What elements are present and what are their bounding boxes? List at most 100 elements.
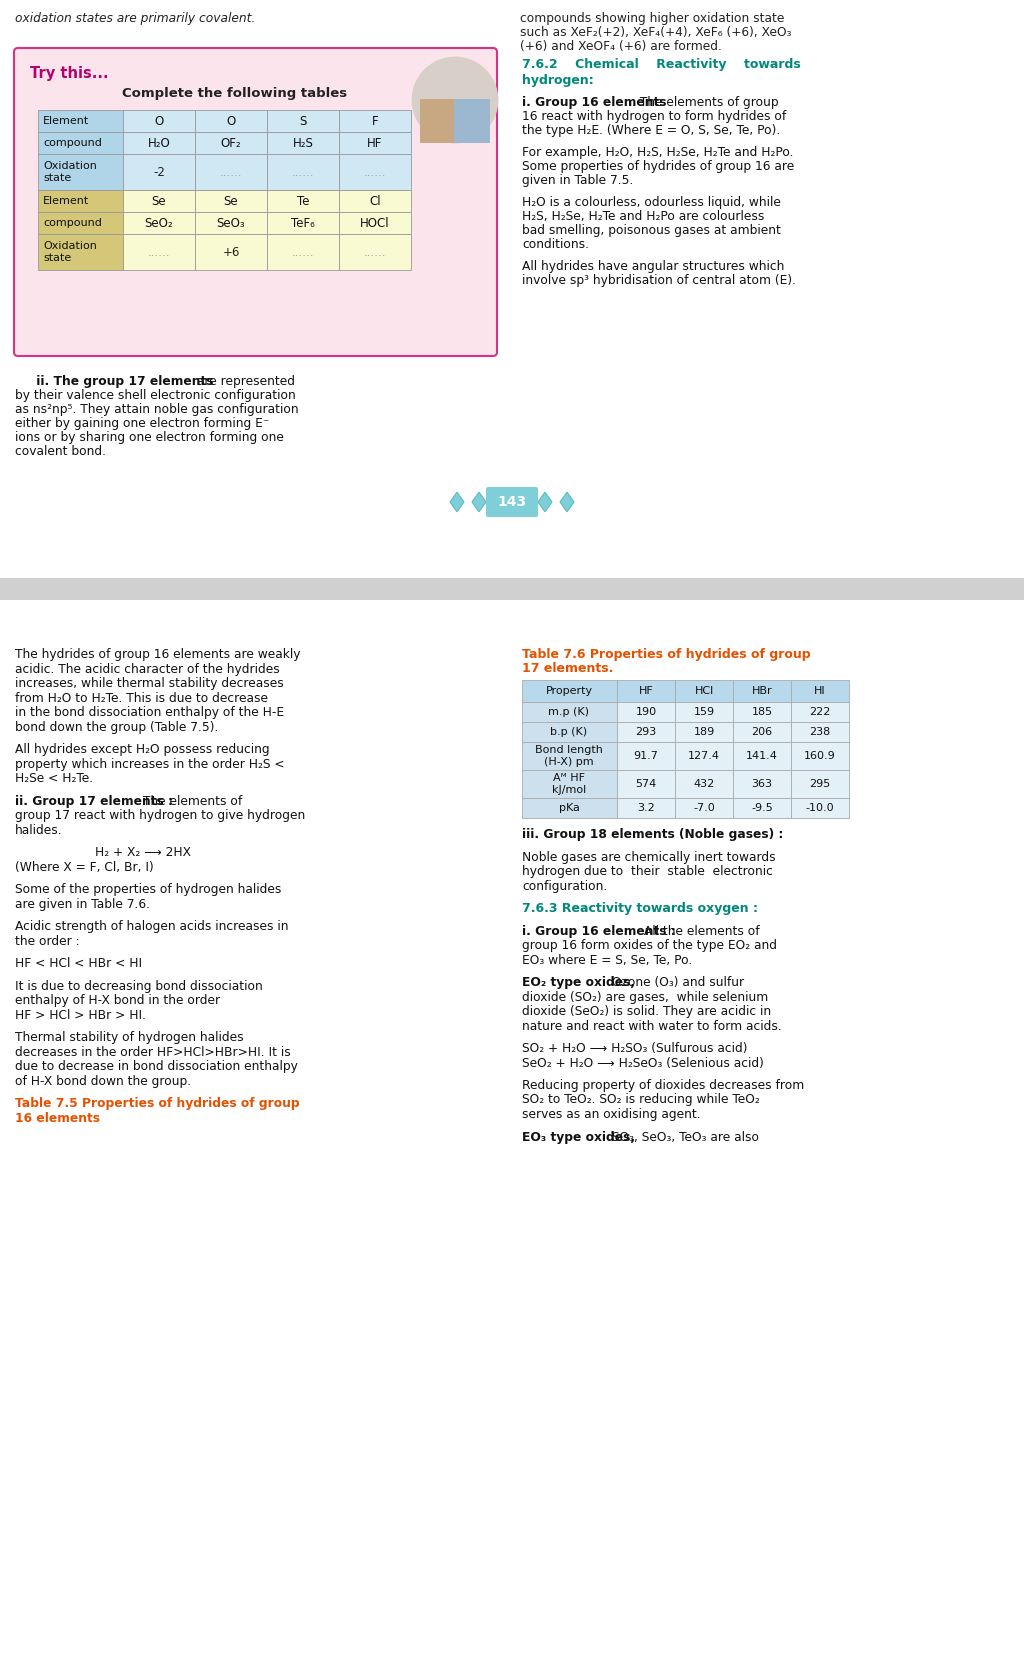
Text: 189: 189 <box>693 728 715 738</box>
Text: TeF₆: TeF₆ <box>291 216 314 229</box>
Text: iii. Group 18 elements (Noble gases) :: iii. Group 18 elements (Noble gases) : <box>522 828 783 842</box>
Text: Aᴹ HF
kJ/mol: Aᴹ HF kJ/mol <box>552 773 586 795</box>
Text: SeO₂: SeO₂ <box>144 216 173 229</box>
Text: as ns²np⁵. They attain noble gas configuration: as ns²np⁵. They attain noble gas configu… <box>15 403 299 417</box>
FancyBboxPatch shape <box>522 723 617 743</box>
FancyBboxPatch shape <box>617 743 675 770</box>
Text: 141.4: 141.4 <box>746 751 778 761</box>
Text: OF₂: OF₂ <box>221 137 242 149</box>
Text: (Where X = F, Cl, Br, I): (Where X = F, Cl, Br, I) <box>15 860 154 873</box>
Text: It is due to decreasing bond dissociation: It is due to decreasing bond dissociatio… <box>15 979 263 992</box>
Text: of H-X bond down the group.: of H-X bond down the group. <box>15 1074 191 1087</box>
FancyBboxPatch shape <box>14 49 497 356</box>
FancyBboxPatch shape <box>339 191 411 212</box>
Text: due to decrease in bond dissociation enthalpy: due to decrease in bond dissociation ent… <box>15 1061 298 1072</box>
Text: Table 7.5 Properties of hydrides of group: Table 7.5 Properties of hydrides of grou… <box>15 1097 300 1109</box>
FancyBboxPatch shape <box>454 99 490 142</box>
Text: Cl: Cl <box>370 194 381 207</box>
Text: H₂ + X₂ ⟶ 2HX: H₂ + X₂ ⟶ 2HX <box>95 847 191 858</box>
Text: Element: Element <box>43 115 89 125</box>
FancyBboxPatch shape <box>675 723 733 743</box>
Text: Ozone (O₃) and sulfur: Ozone (O₃) and sulfur <box>607 975 743 989</box>
Text: HCl: HCl <box>694 686 714 696</box>
Text: ......: ...... <box>220 166 243 179</box>
FancyBboxPatch shape <box>617 723 675 743</box>
Text: HF: HF <box>368 137 383 149</box>
Text: 7.6.2    Chemical    Reactivity    towards: 7.6.2 Chemical Reactivity towards <box>522 59 801 70</box>
Text: HOCl: HOCl <box>360 216 390 229</box>
Text: b.p (K): b.p (K) <box>551 728 588 738</box>
Text: dioxide (SO₂) are gases,  while selenium: dioxide (SO₂) are gases, while selenium <box>522 990 768 1004</box>
Text: pKa: pKa <box>558 803 580 813</box>
FancyBboxPatch shape <box>0 577 1024 601</box>
Text: conditions.: conditions. <box>522 238 589 251</box>
FancyBboxPatch shape <box>339 212 411 234</box>
Text: Property: Property <box>546 686 593 696</box>
Text: SO₂ + H₂O ⟶ H₂SO₃ (Sulfurous acid): SO₂ + H₂O ⟶ H₂SO₃ (Sulfurous acid) <box>522 1042 748 1056</box>
Text: given in Table 7.5.: given in Table 7.5. <box>522 174 634 187</box>
Polygon shape <box>560 492 574 512</box>
Text: involve sp³ hybridisation of central atom (E).: involve sp³ hybridisation of central ato… <box>522 274 796 288</box>
Text: nature and react with water to form acids.: nature and react with water to form acid… <box>522 1019 781 1032</box>
FancyBboxPatch shape <box>267 132 339 154</box>
Text: covalent bond.: covalent bond. <box>15 445 106 458</box>
FancyBboxPatch shape <box>791 798 849 818</box>
Text: hydrogen due to  their  stable  electronic: hydrogen due to their stable electronic <box>522 865 773 878</box>
FancyBboxPatch shape <box>791 723 849 743</box>
Text: The hydrides of group 16 elements are weakly: The hydrides of group 16 elements are we… <box>15 647 300 661</box>
Text: Noble gases are chemically inert towards: Noble gases are chemically inert towards <box>522 850 775 863</box>
Text: ......: ...... <box>292 246 314 259</box>
FancyBboxPatch shape <box>195 132 267 154</box>
FancyBboxPatch shape <box>195 110 267 132</box>
FancyBboxPatch shape <box>38 234 123 269</box>
FancyBboxPatch shape <box>267 234 339 269</box>
Text: Some of the properties of hydrogen halides: Some of the properties of hydrogen halid… <box>15 883 282 897</box>
Text: Reducing property of dioxides decreases from: Reducing property of dioxides decreases … <box>522 1079 804 1092</box>
Text: 363: 363 <box>752 780 772 790</box>
Text: by their valence shell electronic configuration: by their valence shell electronic config… <box>15 390 296 402</box>
FancyBboxPatch shape <box>617 703 675 723</box>
FancyBboxPatch shape <box>195 191 267 212</box>
FancyBboxPatch shape <box>675 798 733 818</box>
Text: Te: Te <box>297 194 309 207</box>
FancyBboxPatch shape <box>339 154 411 191</box>
Text: 574: 574 <box>635 780 656 790</box>
FancyBboxPatch shape <box>267 154 339 191</box>
Text: For example, H₂O, H₂S, H₂Se, H₂Te and H₂Po.: For example, H₂O, H₂S, H₂Se, H₂Te and H₂… <box>522 146 794 159</box>
Text: H₂S, H₂Se, H₂Te and H₂Po are colourless: H₂S, H₂Se, H₂Te and H₂Po are colourless <box>522 211 764 223</box>
Text: such as XeF₂(+2), XeF₄(+4), XeF₆ (+6), XeO₃: such as XeF₂(+2), XeF₄(+4), XeF₆ (+6), X… <box>520 27 792 38</box>
Text: compound: compound <box>43 137 101 147</box>
FancyBboxPatch shape <box>522 743 617 770</box>
Text: HBr: HBr <box>752 686 772 696</box>
Text: S: S <box>299 114 306 127</box>
FancyBboxPatch shape <box>38 110 123 132</box>
FancyBboxPatch shape <box>486 487 538 517</box>
FancyBboxPatch shape <box>123 191 195 212</box>
Polygon shape <box>505 492 519 512</box>
Text: Se: Se <box>223 194 239 207</box>
Text: -10.0: -10.0 <box>806 803 835 813</box>
Text: SO₂ to TeO₂. SO₂ is reducing while TeO₂: SO₂ to TeO₂. SO₂ is reducing while TeO₂ <box>522 1094 760 1106</box>
Text: m.p (K): m.p (K) <box>549 708 590 718</box>
FancyBboxPatch shape <box>617 679 675 703</box>
FancyBboxPatch shape <box>0 0 1024 581</box>
FancyBboxPatch shape <box>675 770 733 798</box>
FancyBboxPatch shape <box>339 110 411 132</box>
FancyBboxPatch shape <box>791 770 849 798</box>
Text: ii. Group 17 elements :: ii. Group 17 elements : <box>15 795 173 808</box>
FancyBboxPatch shape <box>267 212 339 234</box>
Text: i. Group 16 elements :: i. Group 16 elements : <box>522 925 676 937</box>
Text: EO₂ type oxides,: EO₂ type oxides, <box>522 975 635 989</box>
Text: ......: ...... <box>364 166 386 179</box>
Text: 190: 190 <box>636 708 656 718</box>
FancyBboxPatch shape <box>123 110 195 132</box>
Text: +6: +6 <box>222 246 240 259</box>
Text: ions or by sharing one electron forming one: ions or by sharing one electron forming … <box>15 432 284 443</box>
Text: Complete the following tables: Complete the following tables <box>123 87 347 100</box>
FancyBboxPatch shape <box>733 798 791 818</box>
FancyBboxPatch shape <box>522 798 617 818</box>
Text: : The elements of group: : The elements of group <box>628 95 778 109</box>
FancyBboxPatch shape <box>791 743 849 770</box>
Text: ......: ...... <box>364 246 386 259</box>
FancyBboxPatch shape <box>195 154 267 191</box>
